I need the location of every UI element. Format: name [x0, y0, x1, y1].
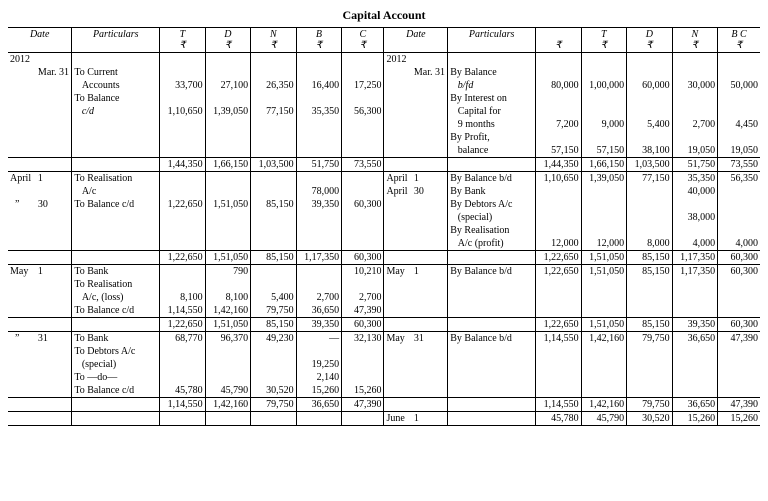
table-row: By Profit,: [8, 131, 760, 144]
table-row: balance57,15057,15038,10019,05019,050: [8, 144, 760, 158]
capital-account-table: Date Particulars T₹ D₹ N₹ B₹ C₹ Date Par…: [8, 27, 760, 426]
table-row: Accounts33,70027,10026,35016,40017,250 b…: [8, 79, 760, 92]
h-date-r: Date: [384, 28, 448, 53]
h-part-l: Particulars: [72, 28, 160, 53]
table-row: To BalanceBy Interest on: [8, 92, 760, 105]
table-row: (special)19,250: [8, 358, 760, 371]
table-row: To Realisation: [8, 278, 760, 291]
h-date-l: Date: [8, 28, 72, 53]
table-row: 1,44,3501,66,1501,03,50051,75073,5501,44…: [8, 158, 760, 172]
table-title: Capital Account: [8, 8, 760, 23]
table-row: To Balance c/d45,78045,79030,52015,26015…: [8, 384, 760, 398]
table-row: A/c (profit)12,00012,0008,0004,0004,000: [8, 237, 760, 251]
table-row: To Debtors A/c: [8, 345, 760, 358]
table-row: A/c, (loss)8,1008,1005,4002,7002,700: [8, 291, 760, 304]
table-row: ”31To Bank68,77096,37049,230—32,130May31…: [8, 332, 760, 346]
table-row: ”30To Balance c/d1,22,6501,51,05085,1503…: [8, 198, 760, 211]
table-row: To Balance c/d1,14,5501,42,16079,75036,6…: [8, 304, 760, 318]
table-row: By Realisation: [8, 224, 760, 237]
table-row: To —do—2,140: [8, 371, 760, 384]
table-row: c/d1,10,6501,39,05077,15035,35056,300 Ca…: [8, 105, 760, 118]
table-row: 1,14,5501,42,16079,75036,65047,3901,14,5…: [8, 398, 760, 412]
table-row: A/c78,000April30By Bank40,000: [8, 185, 760, 198]
table-row: June145,78045,79030,52015,26015,260: [8, 412, 760, 426]
table-row: 1,22,6501,51,05085,15039,35060,3001,22,6…: [8, 318, 760, 332]
table-row: April1To RealisationApril1By Balance b/d…: [8, 172, 760, 186]
header-row: Date Particulars T₹ D₹ N₹ B₹ C₹ Date Par…: [8, 28, 760, 53]
table-row: (special)38,000: [8, 211, 760, 224]
table-row: May1To Bank79010,210May1By Balance b/d1,…: [8, 265, 760, 279]
table-row: 9 months7,2009,0005,4002,7004,450: [8, 118, 760, 131]
table-row: 1,22,6501,51,05085,1501,17,35060,3001,22…: [8, 251, 760, 265]
h-part-r: Particulars: [448, 28, 536, 53]
table-row: Mar. 31To CurrentMar. 31By Balance: [8, 66, 760, 79]
table-row: 20122012: [8, 53, 760, 67]
